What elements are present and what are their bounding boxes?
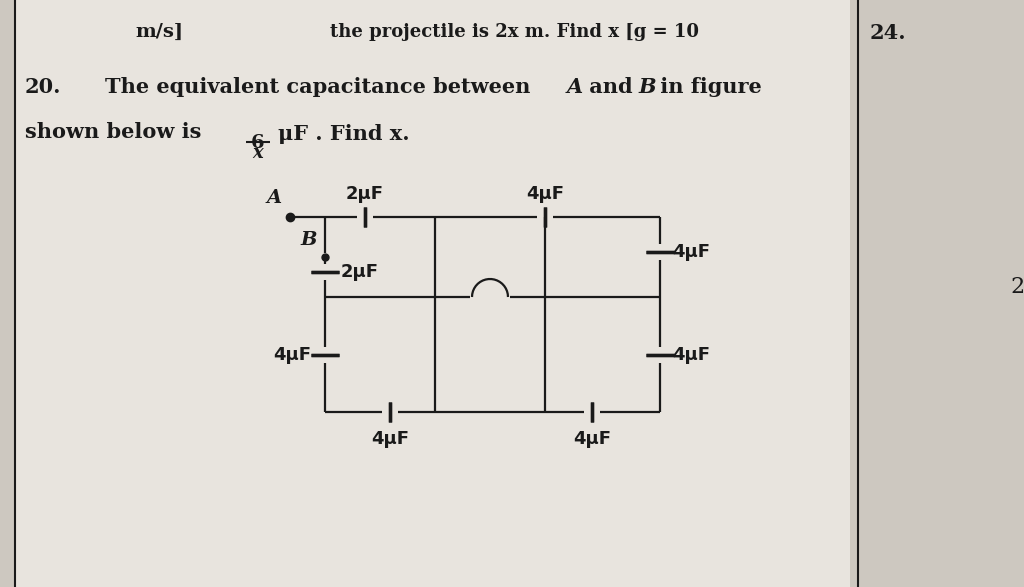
Text: 6: 6 [251,134,265,152]
Text: 2μF: 2μF [346,185,384,203]
Text: and: and [582,77,640,97]
Text: The equivalent capacitance between: The equivalent capacitance between [105,77,538,97]
Text: A: A [567,77,584,97]
Text: 4μF: 4μF [526,185,564,203]
Text: the projectile is 2x m. Find x [g = 10: the projectile is 2x m. Find x [g = 10 [330,23,699,41]
Text: 4μF: 4μF [573,430,611,448]
Text: B: B [300,231,317,249]
Text: 2μF: 2μF [341,263,379,281]
Text: 20.: 20. [25,77,61,97]
Text: 2: 2 [1010,276,1024,298]
Text: m/s]: m/s] [135,23,183,41]
Bar [15,0,850,587]
Text: 4μF: 4μF [273,346,311,364]
Text: 4μF: 4μF [672,346,710,364]
Text: 4μF: 4μF [672,243,710,261]
Text: μF . Find x.: μF . Find x. [278,124,410,144]
Text: x: x [253,144,263,162]
Text: B: B [638,77,655,97]
Text: in figure: in figure [653,77,762,97]
Text: shown below is: shown below is [25,122,209,142]
Text: A: A [267,189,282,207]
Text: 4μF: 4μF [371,430,409,448]
Text: 24.: 24. [870,23,906,43]
